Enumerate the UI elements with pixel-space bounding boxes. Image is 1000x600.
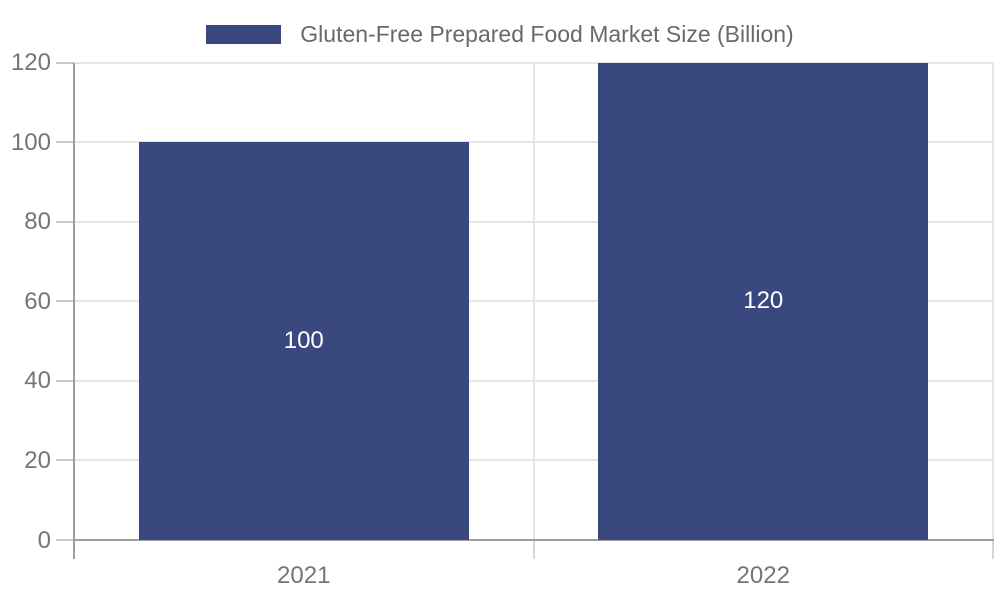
legend: Gluten-Free Prepared Food Market Size (B… xyxy=(0,21,1000,48)
x-tick-mark xyxy=(532,541,535,559)
bar-2021 xyxy=(138,142,469,540)
y-tick-label: 20 xyxy=(24,446,51,474)
x-gridline xyxy=(992,62,994,540)
y-tick-mark xyxy=(56,220,74,223)
y-tick-label: 120 xyxy=(10,49,51,76)
bar-value-label: 100 xyxy=(283,327,324,355)
legend-label: Gluten-Free Prepared Food Market Size (B… xyxy=(300,21,794,47)
y-tick-mark xyxy=(56,379,74,382)
y-tick-mark xyxy=(56,539,74,541)
y-tick-mark xyxy=(56,300,74,303)
x-axis-line xyxy=(74,539,994,541)
y-tick-label: 80 xyxy=(24,208,51,236)
y-tick-label: 40 xyxy=(24,367,51,395)
x-tick-mark xyxy=(992,541,994,559)
x-tick-label: 2021 xyxy=(277,562,331,589)
y-tick-mark xyxy=(56,459,74,462)
bar-value-label: 120 xyxy=(743,287,784,315)
y-tick-mark xyxy=(56,141,74,144)
x-tick-label: 2022 xyxy=(736,562,790,589)
y-tick-mark xyxy=(56,61,74,64)
y-axis-line xyxy=(73,62,75,559)
bar-2022 xyxy=(598,62,929,540)
y-tick-label: 100 xyxy=(10,128,51,156)
legend-swatch xyxy=(206,25,282,44)
y-tick-label: 60 xyxy=(24,287,51,315)
x-gridline xyxy=(532,62,535,540)
y-tick-label: 0 xyxy=(37,526,51,554)
